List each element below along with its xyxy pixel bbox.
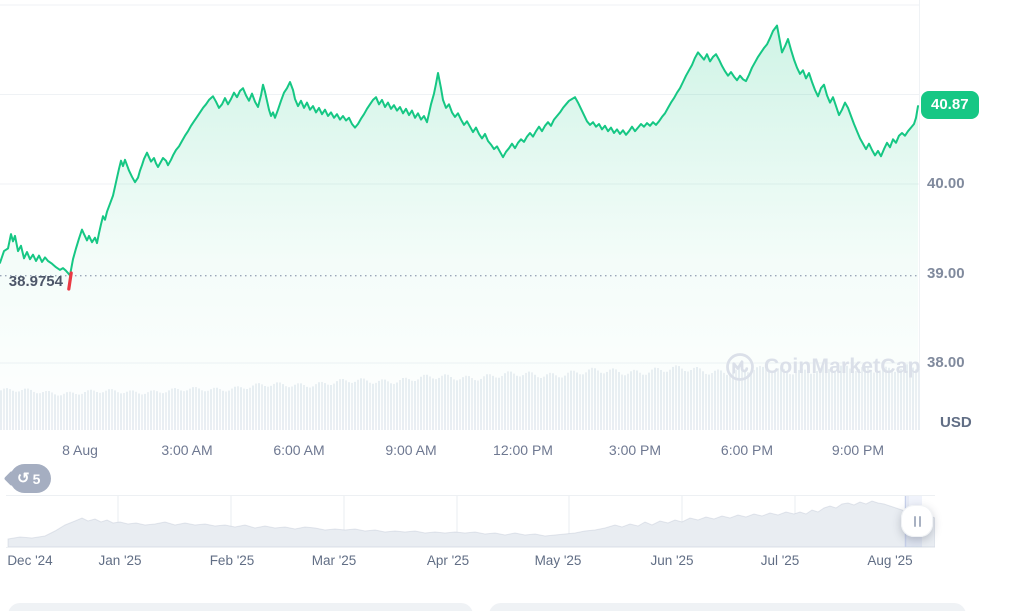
current-price-badge: 40.87: [921, 91, 979, 119]
x-axis-tick: 3:00 AM: [161, 442, 213, 458]
price-area-fill: [0, 25, 918, 430]
month-label: Aug '25: [867, 553, 913, 568]
history-badge[interactable]: ↺ 5: [3, 464, 52, 493]
month-label: Jul '25: [760, 553, 800, 568]
volume-bar: [918, 368, 920, 430]
pause-icon: [913, 515, 916, 527]
low-tick-icon: [67, 271, 73, 291]
low-price-label: 38.9754: [8, 273, 63, 290]
x-axis-tick: 6:00 PM: [720, 442, 774, 458]
usd-unit-label: USD: [940, 414, 972, 431]
bottom-card-right: [489, 603, 966, 611]
price-chart[interactable]: [0, 0, 920, 430]
x-axis-tick: 6:00 AM: [273, 442, 325, 458]
x-axis-tick: 9:00 AM: [385, 442, 437, 458]
month-label: May '25: [534, 553, 582, 568]
history-count: 5: [32, 470, 41, 487]
month-label: Dec '24: [7, 553, 53, 568]
scrubber-handle[interactable]: [901, 505, 933, 537]
month-label: Mar '25: [311, 553, 357, 568]
minimap-chart: [7, 496, 936, 548]
month-label: Jan '25: [98, 553, 142, 568]
price-line: [0, 24, 919, 277]
bottom-card-left: [8, 603, 473, 611]
date-range-scrubber[interactable]: [6, 495, 936, 548]
coinmarketcap-watermark-text: CoinMarketCap: [764, 355, 921, 378]
y-axis-label: 40.00: [927, 175, 965, 192]
coinmarketcap-logo-icon: [726, 353, 754, 381]
coinmarketcap-watermark: CoinMarketCap: [725, 352, 921, 382]
minimap-area: [7, 500, 936, 548]
history-icon: ↺: [17, 470, 30, 487]
y-axis-label: 39.00: [927, 264, 965, 282]
x-axis-tick: 12:00 PM: [493, 442, 553, 458]
x-axis-tick: 8 Aug: [62, 442, 98, 458]
month-label: Jun '25: [650, 553, 694, 568]
month-label: Apr '25: [426, 553, 470, 568]
x-axis-tick: 9:00 PM: [831, 442, 885, 458]
y-axis-label: 38.00: [927, 354, 965, 371]
month-label: Feb '25: [209, 553, 255, 568]
x-axis-tick: 3:00 PM: [608, 442, 662, 458]
